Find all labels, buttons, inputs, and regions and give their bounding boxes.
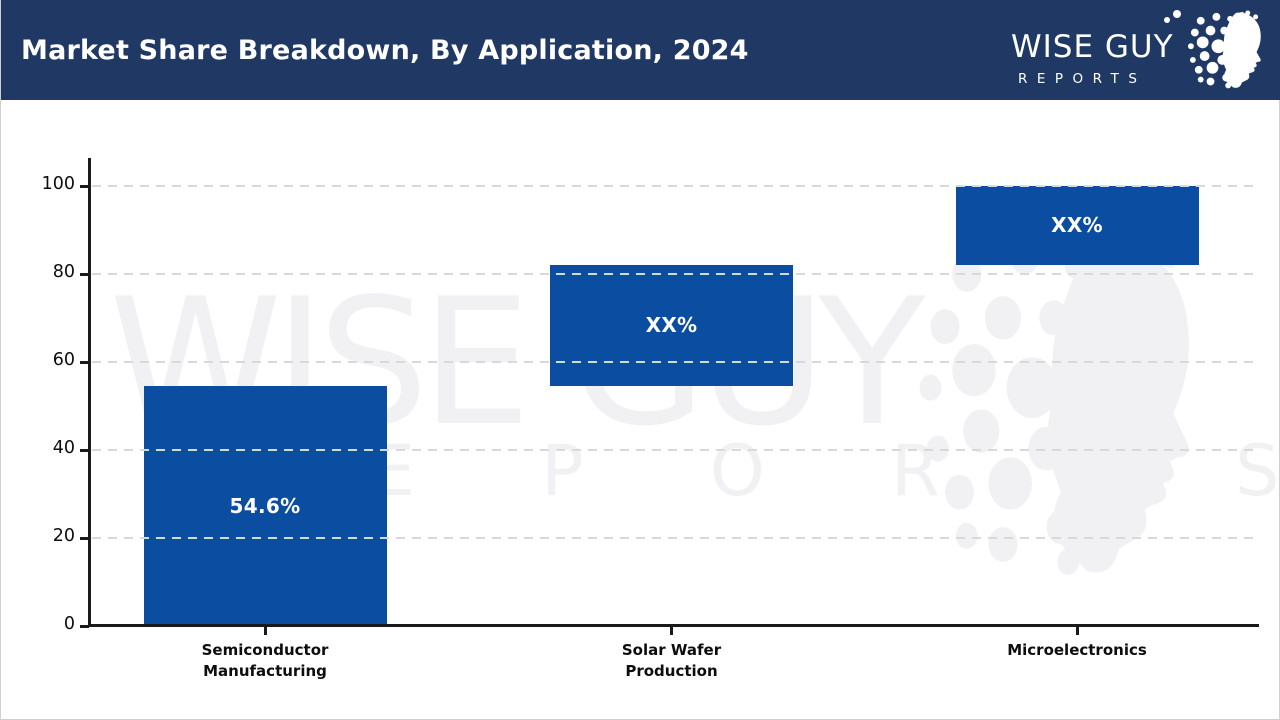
y-tick-mark	[80, 185, 89, 188]
x-category-label-microelectronics: Microelectronics	[1007, 641, 1147, 659]
x-tick-mark	[670, 627, 673, 635]
wise-guy-reports-logo: WISE GUY REPORTS	[1011, 10, 1261, 89]
y-tick-label: 60	[52, 350, 75, 370]
y-tick-label: 80	[52, 262, 75, 282]
y-tick-mark	[80, 537, 89, 540]
gridline	[92, 361, 1259, 363]
logo-brand-text: WISE GUY	[1011, 29, 1174, 65]
logo-reports-text: REPORTS	[1018, 71, 1146, 87]
plot-area: 54.6% XX% XX% Semiconductor Manufacturin…	[1, 100, 1280, 720]
bar-microelectronics: XX%	[955, 186, 1199, 265]
y-tick-label: 40	[52, 438, 75, 458]
y-tick-label: 100	[41, 174, 75, 194]
x-tick-mark	[263, 627, 267, 635]
gridline	[92, 273, 1259, 275]
gridline	[92, 449, 1259, 451]
header-bar: Market Share Breakdown, By Application, …	[1, 0, 1280, 100]
y-tick-mark	[80, 449, 89, 452]
y-axis-line	[88, 158, 91, 627]
y-tick-mark	[80, 273, 89, 276]
gridline	[92, 537, 1259, 539]
x-category-label-semiconductor: Semiconductor Manufacturing	[201, 641, 329, 680]
bar-value-label: XX%	[645, 313, 698, 338]
logo-dot	[1164, 17, 1170, 23]
logo-dot	[1173, 10, 1181, 18]
bar-value-label: 54.6%	[229, 493, 301, 518]
y-tick-mark	[80, 625, 89, 628]
y-tick-mark	[80, 361, 89, 364]
bar-solar-wafer-production: XX%	[550, 264, 793, 386]
bar-value-label: XX%	[1051, 213, 1103, 238]
gridline	[92, 185, 1259, 187]
x-category-label-solar-wafer: Solar Wafer Production	[621, 641, 722, 680]
logo-head-icon	[1187, 10, 1261, 89]
x-axis-line	[88, 624, 1259, 627]
chart-title: Market Share Breakdown, By Application, …	[21, 34, 749, 66]
watermark-head-icon	[919, 228, 1189, 575]
y-tick-label: 0	[63, 614, 75, 634]
x-tick-mark	[1075, 627, 1079, 635]
y-tick-label: 20	[52, 526, 75, 546]
bar-semiconductor-manufacturing: 54.6%	[143, 385, 387, 626]
